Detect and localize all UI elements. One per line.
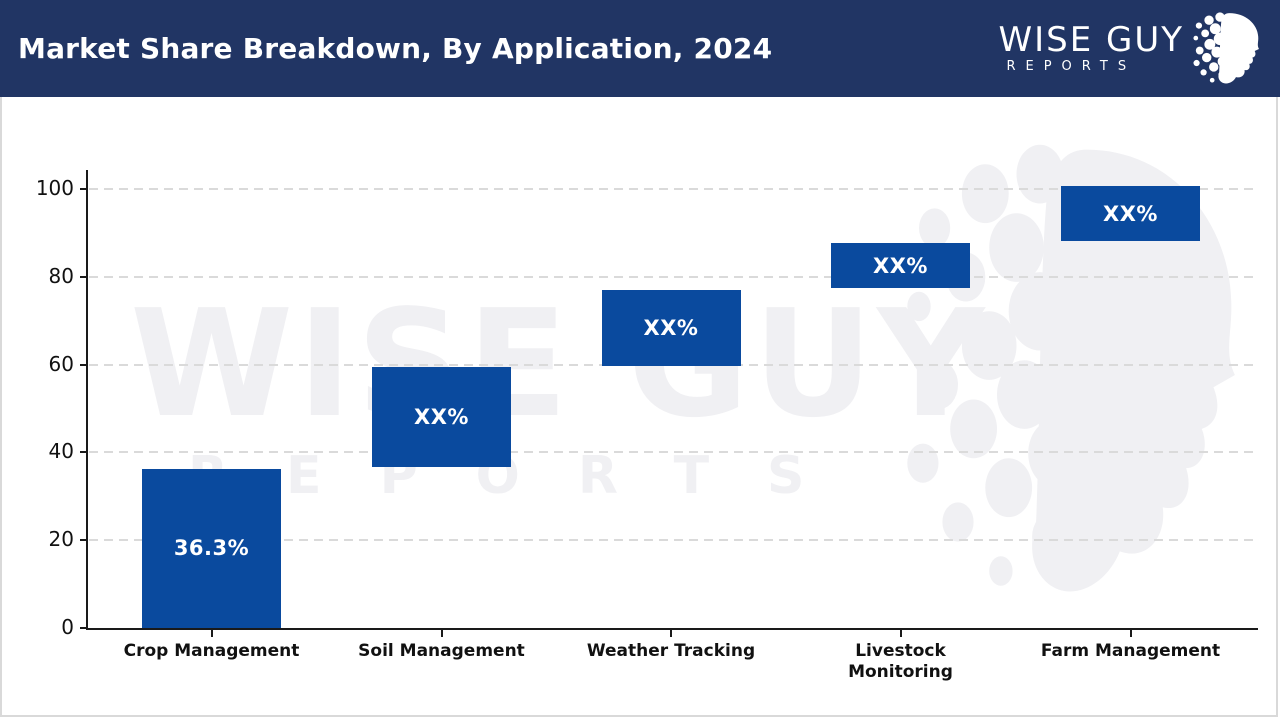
bar-value-label: XX% (1103, 201, 1158, 226)
y-axis-tick-label: 60 (48, 351, 74, 376)
x-axis (86, 628, 1258, 630)
gridline (89, 539, 1258, 542)
gridline (89, 188, 1258, 190)
x-axis-category-label: Soil Management (358, 641, 525, 661)
y-axis-tick (80, 275, 87, 278)
x-axis-category-label: Weather Tracking (586, 641, 756, 661)
bar: XX% (1061, 186, 1200, 242)
bar: XX% (831, 242, 970, 289)
y-axis-tick (80, 188, 87, 190)
bar-value-label: XX% (414, 405, 469, 430)
gridline (89, 275, 1258, 278)
x-axis-tick (1129, 630, 1132, 637)
bar: 36.3% (142, 468, 281, 628)
x-axis-category-label: Livestock Monitoring (848, 641, 953, 683)
y-axis-tick (80, 363, 87, 366)
bar-value-label: 36.3% (173, 536, 250, 561)
y-axis (86, 170, 88, 630)
x-axis-tick (670, 630, 672, 637)
x-axis-tick (210, 630, 213, 637)
header-bar: Market Share Breakdown, By Application, … (0, 0, 1280, 97)
y-axis-tick (80, 451, 87, 454)
dotted-head-profile-icon (1193, 11, 1259, 83)
y-axis-tick-label: 40 (48, 439, 74, 464)
y-axis-tick-label: 100 (35, 176, 74, 200)
bar: XX% (372, 366, 511, 468)
x-axis-category-label: Crop Management (123, 641, 300, 661)
x-axis-tick (899, 630, 902, 637)
y-axis-tick (80, 539, 87, 542)
brand-wordmark: WISE GUY REPORTS (998, 20, 1184, 74)
bar: XX% (601, 289, 741, 366)
y-axis-tick-label: 80 (48, 263, 74, 288)
x-axis-category-label: Farm Management (1040, 641, 1221, 661)
brand-subname: REPORTS (1006, 58, 1137, 74)
bar-value-label: XX% (643, 315, 699, 340)
brand-logo: WISE GUY REPORTS (998, 8, 1266, 90)
y-axis-tick (80, 627, 87, 629)
gridline (89, 451, 1258, 454)
bar-value-label: XX% (873, 253, 928, 278)
y-axis-tick-label: 0 (61, 615, 74, 639)
watermark-head-icon (907, 144, 1235, 592)
page-title: Market Share Breakdown, By Application, … (18, 32, 773, 65)
brand-name: WISE GUY (998, 20, 1184, 61)
x-axis-tick (440, 630, 443, 637)
y-axis-tick-label: 20 (48, 527, 74, 552)
